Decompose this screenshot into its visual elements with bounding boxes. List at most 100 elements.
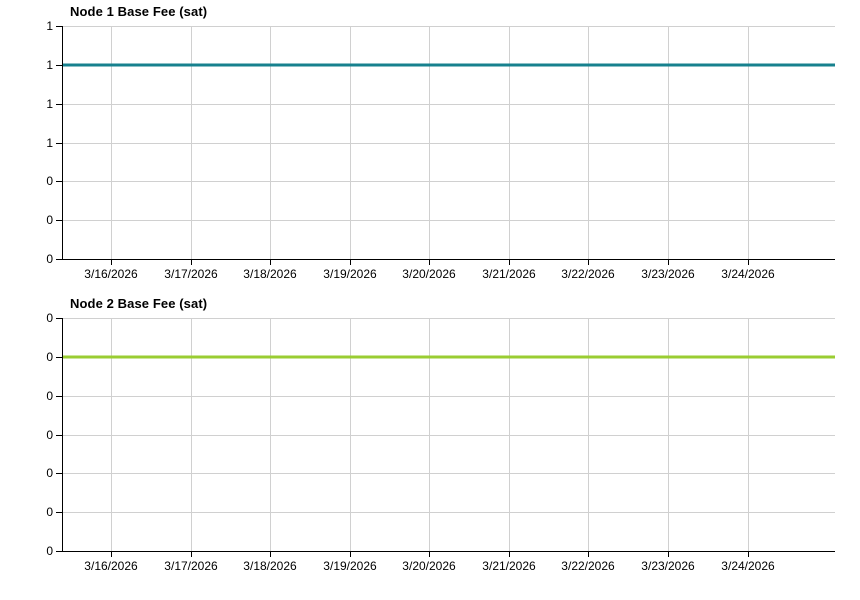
series-data-point xyxy=(586,355,590,359)
gridline-vertical xyxy=(191,26,192,260)
x-axis-label: 3/22/2026 xyxy=(561,267,615,281)
x-axis-tick xyxy=(509,260,510,265)
y-axis-tick xyxy=(56,434,62,436)
gridline-vertical xyxy=(350,26,351,260)
y-axis-tick xyxy=(56,26,62,27)
series-data-point xyxy=(268,63,272,67)
y-axis-label-wrap: 1 xyxy=(46,136,63,150)
y-axis-label: 0 xyxy=(46,505,53,520)
gridline-vertical xyxy=(429,26,430,260)
y-axis-label: 0 xyxy=(46,252,53,266)
y-axis-label-wrap: 0 xyxy=(46,311,63,325)
x-axis-label: 3/21/2026 xyxy=(482,267,536,281)
y-axis-label-wrap: 0 xyxy=(46,544,63,558)
plot-area-node-2: 0 0 0 0 0 0 0 3/16/2026 3/17/2026 3/18/2026 3/19/2… xyxy=(46,311,835,573)
series-data-point xyxy=(348,63,352,67)
x-axis-label-wrap: 3/21/2026 xyxy=(482,26,535,281)
x-axis-tick xyxy=(111,552,112,557)
x-axis-label: 3/16/2026 xyxy=(84,559,138,573)
x-axis-label: 3/20/2026 xyxy=(402,267,456,281)
y-axis-line-node-2 xyxy=(62,318,63,552)
x-axis-label-wrap: 3/23/2026 xyxy=(641,26,694,281)
plot-area-node-1: 1 1 1 1 0 0 0 3/16/2026 3/17/2026 3/18/2026 3/19/2… xyxy=(46,19,835,281)
y-axis-tick xyxy=(56,395,62,397)
x-axis-label-wrap: 3/20/2026 xyxy=(402,26,455,281)
x-axis-tick xyxy=(509,552,510,557)
gridline-vertical xyxy=(350,318,351,552)
gridline-horizontal xyxy=(62,26,835,27)
gridline-horizontal xyxy=(62,512,835,514)
x-axis-label: 3/24/2026 xyxy=(721,267,775,281)
series-data-point xyxy=(348,355,352,359)
y-axis-label: 0 xyxy=(46,213,53,228)
y-axis-tick xyxy=(56,551,62,552)
x-axis-label: 3/22/2026 xyxy=(561,559,615,573)
x-axis-line-node-1 xyxy=(62,259,835,260)
y-axis-label: 1 xyxy=(46,19,53,33)
x-axis-tick xyxy=(748,552,749,557)
gridline-vertical xyxy=(748,318,749,552)
x-axis-tick xyxy=(350,552,351,557)
x-axis-label-wrap: 3/24/2026 xyxy=(721,318,774,573)
x-axis-label-wrap: 3/23/2026 xyxy=(641,318,694,573)
series-data-point xyxy=(109,63,113,67)
gridline-horizontal xyxy=(62,395,835,397)
x-axis-tick xyxy=(350,260,351,265)
y-axis-tick xyxy=(56,64,62,66)
gridline-horizontal xyxy=(62,181,835,183)
x-axis-tick xyxy=(588,552,589,557)
series-data-point xyxy=(109,355,113,359)
x-axis-label: 3/16/2026 xyxy=(84,267,138,281)
x-axis-tick xyxy=(429,260,430,265)
x-axis-label-wrap: 3/21/2026 xyxy=(482,318,535,573)
series-data-point xyxy=(507,355,511,359)
gridline-horizontal xyxy=(62,103,835,105)
x-axis-tick xyxy=(748,260,749,265)
x-axis-tick xyxy=(588,260,589,265)
y-axis-label-wrap: 0 xyxy=(46,389,63,403)
series-data-point xyxy=(189,63,193,67)
y-axis-label-wrap: 0 xyxy=(46,350,63,364)
y-axis-label: 0 xyxy=(46,174,53,189)
y-axis-tick xyxy=(56,142,62,144)
series-data-point xyxy=(427,355,431,359)
gridline-horizontal xyxy=(62,142,835,144)
y-axis-tick xyxy=(56,356,62,358)
gridline-vertical xyxy=(111,318,112,552)
x-axis-label: 3/21/2026 xyxy=(482,559,536,573)
series-data-point xyxy=(666,63,670,67)
gridline-vertical xyxy=(111,26,112,260)
y-axis-label: 1 xyxy=(46,96,53,111)
x-axis-label: 3/17/2026 xyxy=(164,267,218,281)
y-axis-label: 1 xyxy=(46,135,53,150)
series-data-point xyxy=(746,355,750,359)
gridline-vertical xyxy=(668,26,669,260)
y-axis-tick xyxy=(56,512,62,514)
chart-panel-node-2: Node 2 Base Fee (sat) 0 0 0 0 0 0 0 3/16/2026 3/… xyxy=(0,292,860,582)
gridline-vertical xyxy=(588,318,589,552)
y-axis-tick xyxy=(56,220,62,222)
y-axis-label-wrap: 0 xyxy=(46,428,63,442)
y-axis-label-wrap: 1 xyxy=(46,19,63,33)
x-axis-tick xyxy=(429,552,430,557)
series-data-point xyxy=(666,355,670,359)
x-axis-label-wrap: 3/16/2026 xyxy=(84,318,137,573)
series-data-point xyxy=(268,355,272,359)
chart-title-node-2: Node 2 Base Fee (sat) xyxy=(70,296,208,311)
x-axis-tick xyxy=(191,260,192,265)
y-axis-label-wrap: 0 xyxy=(46,213,63,227)
y-axis-label-wrap: 0 xyxy=(46,466,63,480)
y-axis-label-wrap: 0 xyxy=(46,174,63,188)
y-axis-label: 0 xyxy=(46,349,53,364)
x-axis-label-wrap: 3/22/2026 xyxy=(561,318,614,573)
x-axis-label: 3/19/2026 xyxy=(323,267,377,281)
x-axis-label-wrap: 3/16/2026 xyxy=(84,26,137,281)
x-axis-label-wrap: 3/19/2026 xyxy=(323,318,376,573)
x-axis-label: 3/17/2026 xyxy=(164,559,218,573)
x-axis-label: 3/18/2026 xyxy=(243,559,297,573)
y-axis-tick xyxy=(56,259,62,260)
x-axis-tick xyxy=(270,260,271,265)
y-axis-label: 0 xyxy=(46,544,53,558)
chart-panel-node-1: Node 1 Base Fee (sat) 1 1 1 1 0 0 0 3/16/2026 3/… xyxy=(0,0,860,290)
